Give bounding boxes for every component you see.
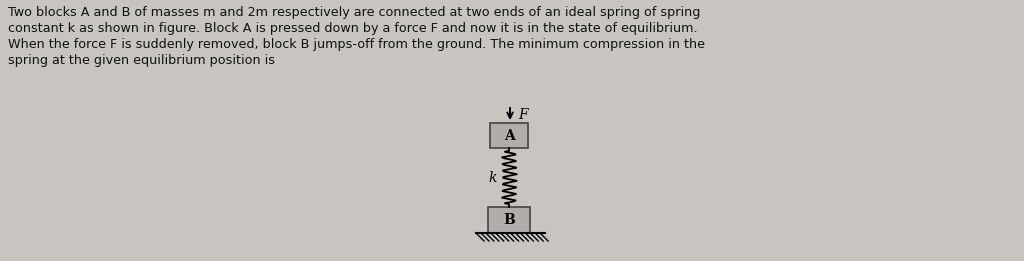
Text: A: A [504, 128, 514, 143]
Text: spring at the given equilibrium position is: spring at the given equilibrium position… [8, 54, 275, 67]
Text: F: F [518, 108, 527, 122]
Text: k: k [488, 171, 497, 185]
Text: B: B [503, 213, 515, 227]
Text: constant k as shown in figure. Block A is pressed down by a force F and now it i: constant k as shown in figure. Block A i… [8, 22, 697, 35]
Text: Two blocks A and B of masses m and 2m respectively are connected at two ends of : Two blocks A and B of masses m and 2m re… [8, 6, 700, 19]
Bar [490, 123, 528, 148]
Text: When the force F is suddenly removed, block B jumps-off from the ground. The min: When the force F is suddenly removed, bl… [8, 38, 705, 51]
Bar [488, 207, 530, 233]
